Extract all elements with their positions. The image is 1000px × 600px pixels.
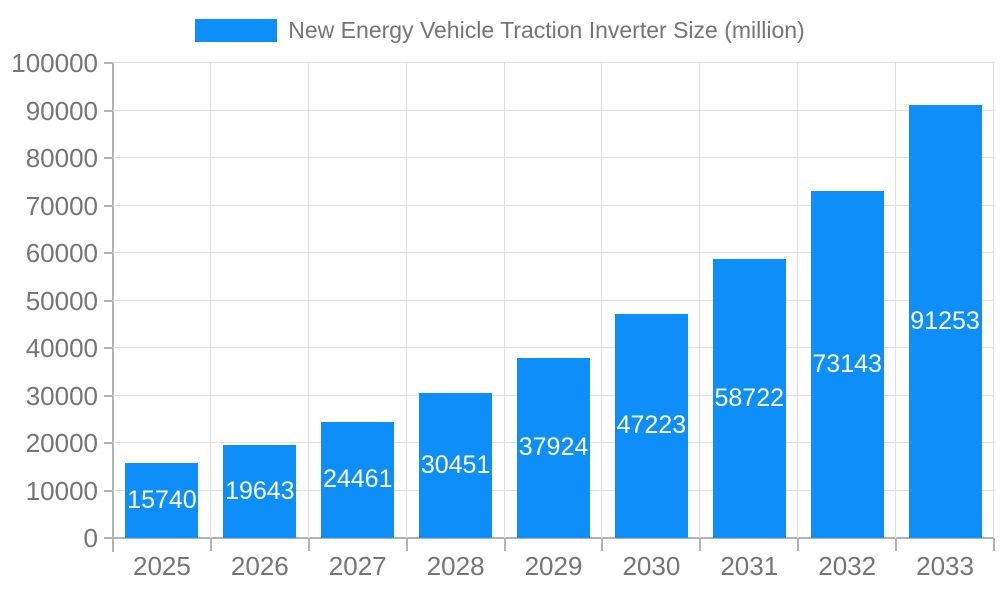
bar: 47223	[614, 313, 688, 538]
v-gridline	[601, 63, 603, 538]
v-gridline	[209, 63, 211, 538]
x-axis-tick	[993, 538, 995, 551]
y-axis-tick-label: 90000	[25, 95, 98, 126]
bar-value-label: 37924	[518, 433, 589, 462]
y-axis-tick-label: 20000	[25, 428, 98, 458]
y-axis-tick-label: 100000	[11, 48, 98, 78]
h-gridline	[113, 109, 994, 111]
x-axis-tick	[209, 538, 212, 551]
y-axis-tick	[104, 109, 113, 112]
v-gridline	[699, 63, 701, 538]
x-axis-tick	[112, 538, 114, 551]
y-axis-tick	[104, 489, 113, 492]
bar-value-label: 30451	[420, 451, 491, 480]
x-axis-tick	[699, 538, 702, 551]
y-axis-tick-label: 70000	[25, 190, 98, 221]
bar-value-label: 58722	[714, 384, 785, 413]
v-gridline	[503, 63, 505, 538]
bar: 15740	[125, 463, 199, 538]
x-axis-category-label: 2030	[622, 551, 681, 581]
bar-value-label: 19643	[225, 476, 295, 505]
h-gridline	[113, 62, 994, 63]
bar: 58722	[712, 259, 786, 538]
y-axis-tick	[104, 299, 113, 302]
bar-value-label: 47223	[616, 411, 687, 440]
bar: 19643	[223, 444, 297, 538]
y-axis-tick-label: 10000	[25, 475, 98, 506]
x-axis-tick	[503, 538, 506, 551]
x-axis-tick	[601, 538, 604, 551]
h-gridline	[113, 157, 994, 158]
plot-area: 15740 19643 24461 30451 37924 47223 58722 73143…	[113, 62, 994, 538]
v-gridline	[405, 63, 407, 538]
v-gridline	[993, 63, 994, 538]
x-axis-line	[104, 537, 994, 539]
bar-value-label: 24461	[322, 465, 393, 494]
h-gridline	[113, 299, 994, 301]
x-axis-category-label: 2029	[524, 551, 583, 581]
y-axis-tick	[104, 252, 113, 254]
y-axis-tick-label: 60000	[25, 238, 98, 268]
y-axis-tick	[104, 204, 113, 207]
x-axis-category-label: 2031	[720, 551, 779, 581]
x-axis-category-label: 2027	[328, 551, 387, 581]
legend-label: New Energy Vehicle Traction Inverter Siz…	[288, 17, 805, 43]
bar: 73143	[810, 190, 884, 538]
y-axis-tick	[104, 442, 113, 444]
x-axis-category-label: 2028	[426, 551, 485, 581]
v-gridline	[797, 63, 799, 538]
h-gridline	[113, 252, 994, 253]
y-axis-tick	[104, 62, 113, 64]
bar: 37924	[517, 357, 590, 538]
x-axis-tick	[895, 538, 898, 551]
legend-swatch	[195, 19, 278, 42]
x-axis-tick	[307, 538, 310, 551]
bar-value-label: 73143	[812, 349, 882, 378]
y-axis-line	[112, 63, 114, 552]
y-axis-tick-label: 30000	[25, 380, 98, 411]
y-axis-tick-label: 80000	[25, 143, 98, 173]
bar-value-label: 91253	[910, 306, 980, 335]
y-axis-tick-label: 50000	[25, 285, 98, 316]
x-axis-category-label: 2033	[916, 551, 974, 581]
bar: 30451	[419, 393, 493, 538]
h-gridline	[113, 204, 994, 206]
y-axis-tick	[104, 537, 113, 539]
y-axis-tick	[104, 394, 113, 397]
bar: 91253	[908, 104, 982, 538]
x-axis-tick	[797, 538, 800, 551]
h-gridline	[113, 347, 994, 348]
x-axis-category-label: 2026	[230, 551, 289, 581]
y-axis-tick	[104, 347, 113, 349]
legend[interactable]: New Energy Vehicle Traction Inverter Siz…	[0, 17, 1000, 44]
x-axis-category-label: 2032	[818, 551, 877, 581]
y-axis-tick	[104, 157, 113, 159]
y-axis-tick-label: 0	[83, 523, 98, 553]
bar-value-label: 15740	[127, 486, 197, 515]
bar: 24461	[321, 421, 395, 538]
x-axis-category-label: 2025	[133, 551, 191, 581]
v-gridline	[307, 63, 309, 538]
v-gridline	[895, 63, 897, 538]
y-axis-tick-label: 40000	[25, 333, 98, 363]
x-axis-tick	[405, 538, 408, 551]
